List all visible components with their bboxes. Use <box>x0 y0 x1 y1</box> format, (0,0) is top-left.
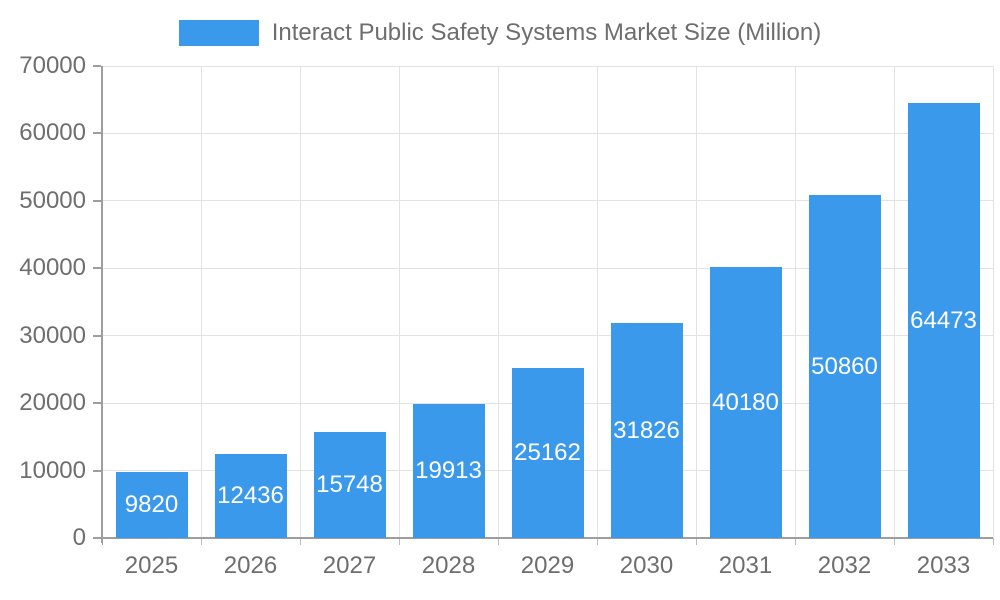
y-axis-tick <box>93 334 101 337</box>
x-axis-tick <box>992 538 994 545</box>
bar-value-label: 19913 <box>415 456 482 484</box>
x-axis-tick <box>398 538 400 545</box>
gridline-vertical <box>992 66 994 538</box>
y-axis-tick-label: 20000 <box>19 389 86 417</box>
x-axis-tick-label: 2026 <box>223 552 278 579</box>
bar-2028[interactable]: 19913 <box>412 403 485 538</box>
bar-value-label: 31826 <box>613 416 680 444</box>
gridline-vertical <box>695 66 697 538</box>
bar-2029[interactable]: 25162 <box>511 368 584 538</box>
x-axis-line <box>94 537 993 539</box>
y-axis-tick <box>93 199 101 202</box>
x-axis-tick <box>596 538 598 545</box>
x-axis-tick <box>299 538 301 545</box>
x-axis-tick-label: 2031 <box>718 552 773 579</box>
y-axis-tick-label: 60000 <box>19 119 86 147</box>
bar-2026[interactable]: 12436 <box>214 454 287 538</box>
bar-value-label: 15748 <box>316 470 383 498</box>
y-axis-tick <box>93 65 101 67</box>
y-axis-tick-label: 70000 <box>19 52 86 79</box>
bar-2032[interactable]: 50860 <box>808 195 881 538</box>
x-axis-tick-label: 2027 <box>322 552 377 579</box>
bar-value-label: 50860 <box>811 352 878 380</box>
x-axis-tick-label: 2030 <box>619 552 674 579</box>
gridline-vertical <box>200 66 202 538</box>
legend-item[interactable]: Interact Public Safety Systems Market Si… <box>0 18 1000 48</box>
bar-value-label: 25162 <box>514 439 581 467</box>
x-axis-tick-label: 2033 <box>916 552 971 579</box>
x-axis-tick-label: 2029 <box>520 552 575 579</box>
gridline-horizontal <box>102 335 993 337</box>
plot-area: 0 10000 20000 30000 40000 50000 60000 70000 9820… <box>19 54 994 578</box>
x-axis-tick-label: 2025 <box>124 552 179 579</box>
bar-2033[interactable]: 64473 <box>907 103 980 538</box>
gridline-horizontal <box>102 267 993 269</box>
bar-2025[interactable]: 9820 <box>115 471 188 538</box>
y-axis-line <box>101 66 103 543</box>
y-axis-tick <box>93 132 101 135</box>
gridline-vertical <box>596 66 598 538</box>
x-axis-tick <box>794 538 796 545</box>
bar-value-label: 64473 <box>910 306 977 334</box>
x-axis-tick <box>200 538 202 545</box>
x-axis-tick <box>893 538 895 545</box>
bar-2031[interactable]: 40180 <box>709 267 782 538</box>
bar-2027[interactable]: 15748 <box>313 431 386 538</box>
x-axis-tick <box>695 538 697 545</box>
gridline-vertical <box>893 66 895 538</box>
gridline-vertical <box>794 66 796 538</box>
bar-value-label: 40180 <box>712 388 779 416</box>
gridline-vertical <box>497 66 499 538</box>
y-axis-tick-label: 0 <box>72 524 86 551</box>
gridline-horizontal <box>102 200 993 202</box>
y-axis-tick-label: 50000 <box>19 186 86 214</box>
x-axis-tick-label: 2032 <box>817 552 872 579</box>
x-axis-tick <box>497 538 499 545</box>
legend-marker-icon <box>178 20 259 46</box>
gridline-vertical <box>299 66 301 538</box>
y-axis-tick-label: 40000 <box>19 254 86 282</box>
x-axis-tick-label: 2028 <box>421 552 476 579</box>
y-axis-tick <box>93 402 101 405</box>
gridline-horizontal <box>102 65 993 67</box>
gridline-horizontal <box>102 132 993 134</box>
bar-2030[interactable]: 31826 <box>610 323 683 538</box>
y-axis-tick <box>93 469 101 472</box>
bar-value-label: 9820 <box>124 490 179 518</box>
y-axis-tick-label: 30000 <box>19 321 86 349</box>
gridline-vertical <box>398 66 400 538</box>
y-axis-tick <box>93 267 101 270</box>
bar-value-label: 12436 <box>217 482 284 510</box>
y-axis-tick-label: 10000 <box>19 456 86 484</box>
legend-label: Interact Public Safety Systems Market Si… <box>271 19 822 46</box>
